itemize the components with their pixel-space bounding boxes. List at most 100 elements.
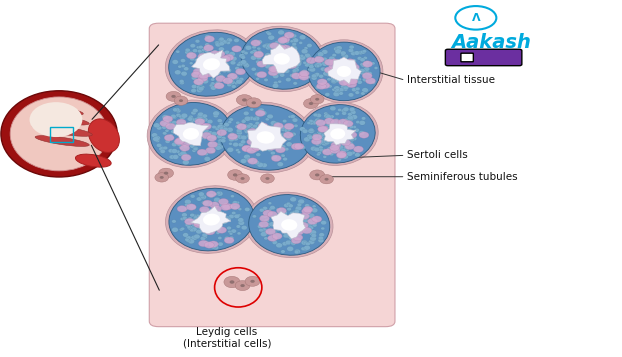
- Ellipse shape: [261, 232, 267, 237]
- Ellipse shape: [350, 139, 354, 142]
- Ellipse shape: [292, 118, 298, 122]
- Ellipse shape: [212, 125, 216, 129]
- Ellipse shape: [228, 142, 233, 145]
- Ellipse shape: [204, 225, 208, 228]
- Ellipse shape: [299, 220, 304, 223]
- Ellipse shape: [251, 101, 256, 104]
- Ellipse shape: [236, 69, 246, 75]
- Ellipse shape: [351, 75, 356, 79]
- Ellipse shape: [183, 233, 188, 237]
- Ellipse shape: [172, 121, 177, 125]
- Ellipse shape: [362, 50, 366, 53]
- Ellipse shape: [346, 151, 353, 156]
- Ellipse shape: [304, 47, 308, 50]
- Ellipse shape: [214, 201, 218, 204]
- Ellipse shape: [211, 52, 215, 56]
- Ellipse shape: [279, 218, 283, 221]
- Ellipse shape: [240, 159, 247, 164]
- Ellipse shape: [308, 226, 313, 230]
- Ellipse shape: [357, 70, 361, 72]
- Ellipse shape: [309, 67, 315, 72]
- Ellipse shape: [280, 49, 285, 53]
- Ellipse shape: [281, 132, 287, 137]
- Ellipse shape: [267, 44, 273, 49]
- Ellipse shape: [226, 127, 233, 132]
- Ellipse shape: [360, 50, 366, 54]
- Ellipse shape: [217, 130, 227, 136]
- Ellipse shape: [260, 111, 267, 116]
- Ellipse shape: [226, 41, 231, 44]
- Ellipse shape: [194, 79, 201, 84]
- Ellipse shape: [266, 146, 272, 150]
- Ellipse shape: [199, 194, 204, 198]
- Ellipse shape: [210, 202, 220, 208]
- Ellipse shape: [359, 120, 365, 125]
- Ellipse shape: [325, 67, 335, 73]
- Ellipse shape: [342, 54, 348, 59]
- Ellipse shape: [358, 131, 364, 135]
- Ellipse shape: [184, 124, 189, 127]
- Ellipse shape: [257, 47, 261, 50]
- Ellipse shape: [267, 147, 273, 152]
- Ellipse shape: [328, 139, 335, 144]
- Ellipse shape: [302, 208, 312, 215]
- Ellipse shape: [271, 121, 277, 126]
- Ellipse shape: [277, 80, 282, 83]
- Ellipse shape: [337, 66, 351, 77]
- Ellipse shape: [182, 152, 187, 156]
- Ellipse shape: [196, 86, 201, 89]
- Ellipse shape: [318, 132, 322, 135]
- Ellipse shape: [203, 136, 207, 140]
- Ellipse shape: [216, 145, 223, 150]
- Ellipse shape: [286, 202, 290, 206]
- Ellipse shape: [219, 213, 223, 217]
- Ellipse shape: [298, 199, 305, 204]
- Ellipse shape: [267, 114, 273, 119]
- Ellipse shape: [338, 119, 348, 125]
- Ellipse shape: [264, 230, 268, 233]
- Polygon shape: [174, 123, 209, 146]
- Ellipse shape: [312, 205, 316, 208]
- Ellipse shape: [297, 61, 302, 64]
- Ellipse shape: [331, 142, 341, 148]
- Ellipse shape: [185, 223, 191, 227]
- Ellipse shape: [172, 142, 177, 147]
- Ellipse shape: [193, 146, 198, 151]
- Ellipse shape: [201, 196, 205, 199]
- Ellipse shape: [294, 249, 300, 254]
- Ellipse shape: [198, 59, 203, 62]
- Ellipse shape: [215, 41, 220, 45]
- Ellipse shape: [358, 51, 363, 55]
- Ellipse shape: [346, 60, 353, 65]
- Ellipse shape: [295, 61, 302, 66]
- Ellipse shape: [181, 113, 188, 118]
- Ellipse shape: [202, 201, 209, 206]
- Ellipse shape: [235, 281, 250, 291]
- Ellipse shape: [229, 80, 235, 85]
- Ellipse shape: [261, 127, 266, 131]
- Ellipse shape: [318, 74, 323, 78]
- Ellipse shape: [197, 226, 201, 229]
- Ellipse shape: [281, 219, 297, 231]
- Ellipse shape: [273, 236, 278, 240]
- Ellipse shape: [217, 124, 223, 129]
- Ellipse shape: [268, 60, 274, 65]
- Ellipse shape: [264, 43, 269, 47]
- Ellipse shape: [204, 125, 209, 129]
- Ellipse shape: [315, 143, 320, 146]
- Ellipse shape: [205, 35, 211, 39]
- Ellipse shape: [223, 62, 229, 66]
- Ellipse shape: [329, 152, 334, 156]
- Ellipse shape: [165, 30, 258, 99]
- Ellipse shape: [354, 128, 360, 132]
- Ellipse shape: [255, 121, 259, 125]
- Ellipse shape: [251, 126, 255, 129]
- Ellipse shape: [337, 122, 342, 126]
- Ellipse shape: [257, 131, 274, 144]
- Ellipse shape: [246, 117, 251, 120]
- Ellipse shape: [335, 77, 341, 82]
- Ellipse shape: [279, 40, 285, 45]
- Ellipse shape: [297, 102, 378, 165]
- Ellipse shape: [241, 50, 246, 54]
- Ellipse shape: [195, 117, 200, 121]
